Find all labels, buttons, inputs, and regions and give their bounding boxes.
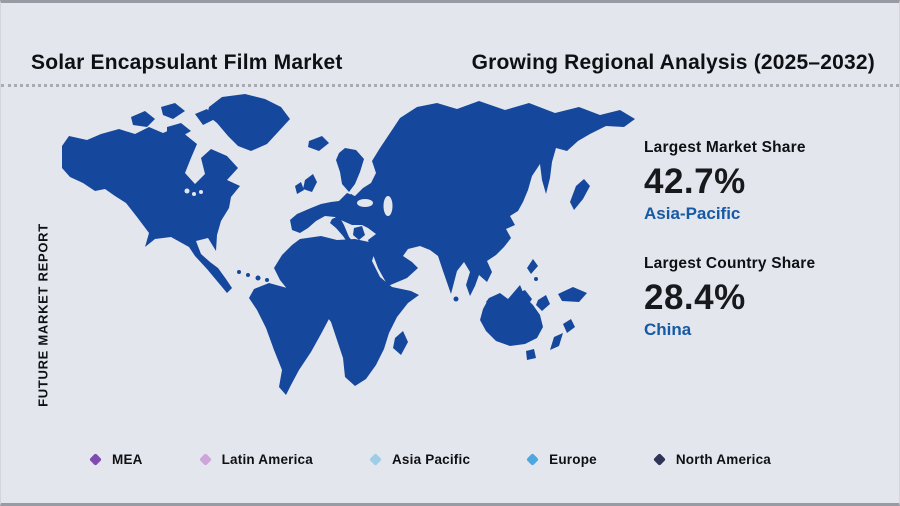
page-title: Solar Encapsulant Film Market	[31, 51, 343, 74]
legend-dot-north-america	[652, 453, 666, 466]
legend-item-latin-america: Latin America	[198, 452, 313, 467]
stats-panel: Largest Market Share 42.7% Asia-Pacific …	[644, 139, 899, 340]
brand-vertical-label: FUTURE MARKET REPORT	[35, 223, 51, 407]
market-share-value: 42.7%	[644, 162, 746, 201]
legend-item-north-america: North America	[652, 452, 771, 467]
legend-label-north-america: North America	[675, 452, 771, 467]
legend-item-mea: MEA	[89, 452, 143, 467]
country-share-label: Largest Country Share	[644, 255, 816, 272]
map-legend: MEA Latin America Asia Pacific Europe No…	[89, 452, 771, 467]
legend-label-europe: Europe	[549, 452, 597, 467]
legend-label-mea: MEA	[112, 452, 143, 467]
header: Solar Encapsulant Film Market Growing Re…	[1, 3, 899, 87]
analysis-title: Growing Regional Analysis (2025–2032)	[471, 51, 875, 74]
legend-dot-europe	[526, 453, 540, 466]
market-share-label: Largest Market Share	[644, 139, 806, 156]
legend-label-latin-america: Latin America	[221, 452, 313, 467]
stat-market-share: Largest Market Share 42.7% Asia-Pacific	[644, 139, 899, 224]
country-share-value: 28.4%	[644, 278, 746, 317]
country-share-region: China	[644, 320, 692, 339]
legend-dot-mea	[89, 453, 102, 466]
market-share-region: Asia-Pacific	[644, 204, 741, 223]
legend-item-asia-pacific: Asia Pacific	[369, 452, 471, 467]
legend-dot-asia-pacific	[369, 453, 382, 466]
legend-item-europe: Europe	[526, 452, 597, 467]
legend-dot-latin-america	[198, 453, 212, 466]
world-map	[62, 94, 635, 395]
legend-label-asia-pacific: Asia Pacific	[391, 452, 471, 467]
stat-country-share: Largest Country Share 28.4% China	[644, 255, 899, 340]
